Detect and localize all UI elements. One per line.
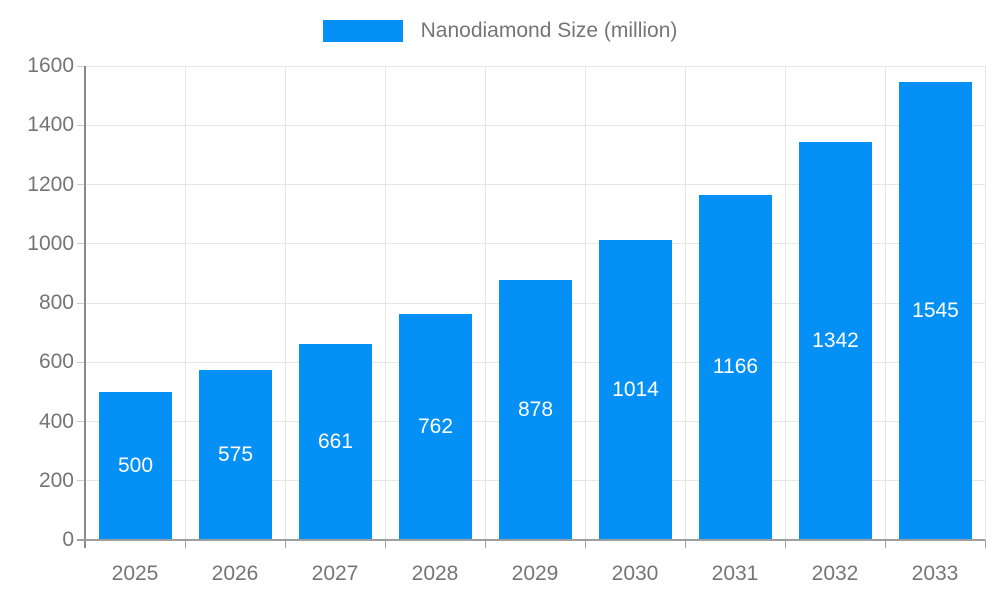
y-axis-line [84, 66, 86, 548]
y-tick-label: 400 [38, 409, 74, 433]
y-tick-label: 800 [38, 291, 74, 314]
h-gridline [85, 184, 985, 185]
y-tick-mark [77, 302, 85, 304]
legend: Nanodiamond Size (million) [0, 14, 1000, 48]
y-tick-mark [77, 184, 85, 185]
x-tick-label: 2026 [211, 562, 259, 585]
x-tick-mark [884, 540, 886, 548]
h-gridline [85, 65, 985, 67]
v-gridline [984, 66, 986, 540]
x-tick-label: 2028 [411, 562, 459, 585]
x-tick-mark [484, 540, 486, 548]
y-tick-label: 600 [38, 350, 74, 374]
x-tick-label: 2029 [511, 562, 559, 585]
x-tick-mark [784, 540, 786, 548]
bar: 762 [399, 314, 472, 540]
bar-value-label: 1014 [612, 377, 659, 401]
x-tick-label: 2031 [711, 562, 759, 585]
bar: 1014 [599, 239, 672, 540]
h-gridline [85, 243, 985, 245]
x-tick-label: 2032 [811, 562, 859, 585]
v-gridline [584, 66, 586, 540]
v-gridline [784, 66, 786, 540]
h-gridline [85, 124, 985, 126]
bar-value-label: 500 [117, 453, 154, 477]
bar-value-label: 878 [517, 397, 554, 421]
bar: 500 [99, 391, 172, 540]
bar-value-label: 661 [317, 430, 354, 454]
y-tick-label: 200 [38, 468, 74, 492]
v-gridline [884, 66, 886, 540]
x-tick-label: 2030 [611, 562, 659, 585]
legend-label: Nanodiamond Size (million) [420, 19, 678, 42]
x-axis-line [77, 539, 985, 541]
x-tick-mark [584, 540, 586, 548]
bar: 878 [499, 279, 572, 540]
y-tick-mark [77, 65, 85, 67]
x-tick-label: 2033 [911, 562, 959, 585]
bar: 1545 [899, 82, 972, 540]
x-tick-mark [984, 540, 986, 548]
y-tick-label: 1200 [27, 172, 74, 196]
y-tick-mark [77, 124, 85, 126]
v-gridline [284, 66, 286, 540]
bar-value-label: 575 [217, 442, 254, 466]
y-tick-label: 1400 [27, 113, 74, 137]
v-gridline [684, 66, 686, 540]
x-tick-mark [284, 540, 286, 548]
bar: 1166 [699, 194, 772, 540]
bar: 575 [199, 369, 272, 540]
y-tick-mark [77, 243, 85, 245]
legend-swatch [322, 20, 403, 42]
x-tick-mark [384, 540, 386, 548]
y-tick-label: 1600 [27, 54, 74, 77]
x-tick-mark [184, 540, 186, 548]
bar: 1342 [799, 142, 872, 540]
x-tick-mark [684, 540, 686, 548]
x-tick-label: 2025 [111, 562, 159, 585]
v-gridline [484, 66, 486, 540]
v-gridline [384, 66, 386, 540]
bar-value-label: 1545 [912, 299, 959, 323]
bar-value-label: 1342 [812, 329, 859, 353]
y-tick-mark [77, 421, 85, 422]
bar-value-label: 1166 [712, 355, 759, 379]
bar-value-label: 762 [417, 415, 454, 439]
v-gridline [184, 66, 186, 540]
y-tick-label: 0 [62, 528, 74, 551]
x-tick-label: 2027 [311, 562, 359, 585]
y-tick-mark [77, 361, 85, 363]
y-tick-label: 1000 [27, 231, 74, 255]
y-tick-mark [77, 480, 85, 482]
bar: 661 [299, 344, 372, 540]
